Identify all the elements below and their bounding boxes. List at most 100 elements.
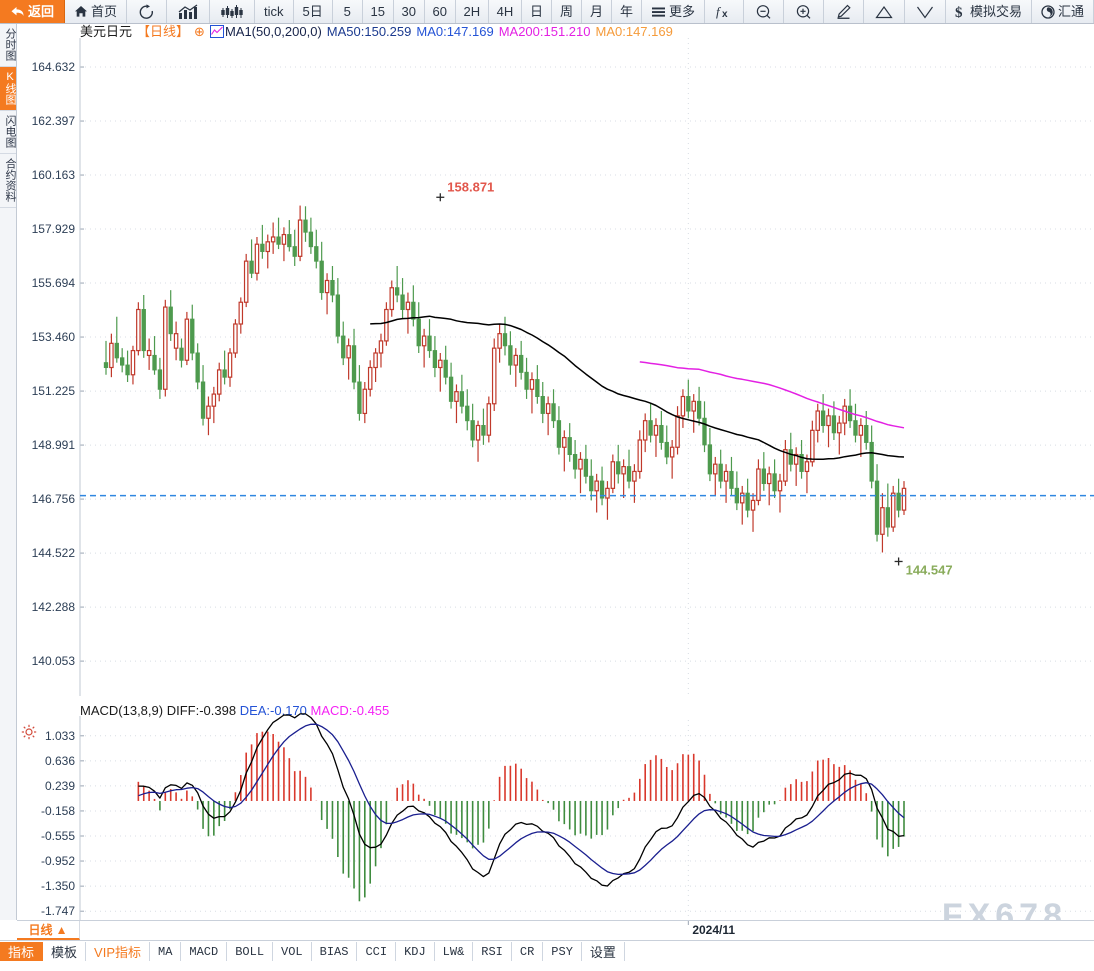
indicator-button-cci[interactable]: CCI	[357, 942, 397, 961]
zoom-in-button[interactable]	[783, 0, 824, 23]
sidebar-item-lightning[interactable]: 闪电图	[0, 111, 16, 154]
low-price-annotation: 144.547	[906, 562, 953, 577]
draw-button[interactable]	[823, 0, 864, 23]
function-fx-icon: f x	[716, 4, 732, 19]
bar-chart-button[interactable]	[167, 0, 211, 23]
chevron-down-icon	[916, 5, 934, 19]
simulated-trading-button[interactable]: $ 模拟交易	[945, 0, 1032, 23]
chart-area[interactable]: 美元日元 【日线】 ⊕ MA1(50,0,200,0) MA50:150.259 MA0:…	[17, 24, 1094, 920]
period-4h-button[interactable]: 4H	[488, 0, 522, 23]
indicator-button-ma[interactable]: MA	[150, 942, 182, 961]
more-button[interactable]: 更多	[641, 0, 705, 23]
ma0-orange-value: MA0:147.169	[595, 24, 673, 39]
svg-text:157.929: 157.929	[32, 222, 76, 236]
brand-label: 汇通	[1057, 4, 1084, 19]
period-day-button[interactable]: 日	[521, 0, 552, 23]
period-2h-button[interactable]: 2H	[455, 0, 489, 23]
indicator-button-kdj[interactable]: KDJ	[396, 942, 435, 961]
indicator-toolbar: 指标 模板 VIP指标 MA MACD BOLL VOL BIAS CCI KDJ LW& RSI CR…	[0, 940, 1094, 971]
svg-text:-1.747: -1.747	[41, 904, 75, 918]
candlestick-icon	[221, 4, 243, 20]
period-tag[interactable]: 日线 ▲	[17, 921, 80, 940]
macd-diff-value: DIFF:-0.398	[166, 703, 237, 718]
indicator-button-vol[interactable]: VOL	[273, 942, 312, 961]
chevron-tool-button[interactable]	[904, 0, 946, 23]
svg-text:f: f	[716, 4, 722, 19]
left-sidebar: 分时图 K线图 闪电图 合约资料	[0, 24, 17, 920]
period-month-button[interactable]: 月	[581, 0, 612, 23]
ma50-value: MA50:150.259	[326, 24, 412, 39]
period-5day-button[interactable]: 5日	[293, 0, 333, 23]
svg-text:162.397: 162.397	[32, 114, 76, 128]
period-60m-button[interactable]: 60	[424, 0, 456, 23]
symbol-name: 美元日元	[80, 24, 133, 39]
dollar-icon: $	[955, 4, 967, 19]
svg-text:-0.952: -0.952	[41, 854, 75, 868]
svg-text:140.053: 140.053	[32, 654, 76, 668]
macd-header: MACD(13,8,9) DIFF:-0.398 DEA:-0.170 MACD…	[80, 703, 389, 718]
period-year-button[interactable]: 年	[611, 0, 642, 23]
indicator-button-vip[interactable]: VIP指标	[86, 942, 150, 961]
svg-text:1.033: 1.033	[45, 729, 75, 743]
indicator-button-[interactable]: 指标	[0, 942, 44, 961]
svg-text:0.636: 0.636	[45, 754, 75, 768]
svg-text:$: $	[955, 5, 963, 19]
brightness-icon[interactable]	[21, 724, 37, 745]
sidebar-item-contract-info[interactable]: 合约资料	[0, 154, 16, 208]
macd-histogram	[137, 731, 905, 902]
svg-text:148.991: 148.991	[32, 438, 76, 452]
svg-text:153.460: 153.460	[32, 330, 76, 344]
indicator-button-psy[interactable]: PSY	[543, 942, 582, 961]
high-price-annotation: 158.871	[447, 179, 494, 194]
hamburger-icon	[651, 6, 666, 18]
macd-title: MACD(13,8,9)	[80, 703, 164, 718]
ma200-value: MA200:151.210	[498, 24, 591, 39]
period-15m-button[interactable]: 15	[362, 0, 394, 23]
home-label: 首页	[91, 4, 118, 19]
svg-text:-0.555: -0.555	[41, 829, 75, 843]
refresh-icon	[138, 3, 155, 20]
home-button[interactable]: 首页	[65, 0, 128, 23]
chart-header: 美元日元 【日线】 ⊕ MA1(50,0,200,0) MA50:150.259 MA0:…	[80, 24, 678, 42]
svg-text:146.756: 146.756	[32, 492, 76, 506]
indicator-button-[interactable]: 设置	[581, 942, 625, 961]
svg-text:144.522: 144.522	[32, 546, 76, 560]
indicator-button-lw[interactable]: LW&	[434, 942, 474, 961]
macd-hist-value: MACD:-0.455	[310, 703, 390, 718]
period-5m-button[interactable]: 5	[332, 0, 363, 23]
back-label: 返回	[28, 4, 55, 19]
back-button[interactable]: 返回	[0, 0, 66, 23]
x-axis-labels: 2024/112024/122025/012025/022025/032025/…	[687, 921, 735, 937]
symbol-period: 【日线】	[137, 24, 190, 39]
indicator-button-cr[interactable]: CR	[511, 942, 544, 961]
triangle-tool-button[interactable]	[863, 0, 905, 23]
back-arrow-icon	[10, 5, 25, 18]
sidebar-item-kline[interactable]: K线图	[0, 67, 16, 111]
svg-text:-1.350: -1.350	[41, 879, 75, 893]
refresh-button[interactable]	[127, 0, 168, 23]
price-and-macd-plot[interactable]: 164.632 162.397 160.163 157.929 155.694 153.4…	[17, 24, 1094, 920]
indicator-button-[interactable]: 模板	[43, 942, 87, 961]
tick-button[interactable]: tick	[255, 0, 294, 23]
triangle-up-icon	[875, 5, 893, 19]
candlestick-button[interactable]	[210, 0, 256, 23]
indicator-button-rsi[interactable]: RSI	[473, 942, 512, 961]
function-button[interactable]: f x	[704, 0, 744, 23]
indicator-button-bias[interactable]: BIAS	[311, 942, 358, 961]
brand-button[interactable]: 汇通	[1031, 0, 1094, 23]
indicator-button-macd[interactable]: MACD	[181, 942, 228, 961]
ma0-blue-value: MA0:147.169	[416, 24, 494, 39]
indicator-bar-filler	[624, 942, 1094, 961]
sidebar-item-timeshare[interactable]: 分时图	[0, 24, 16, 67]
pencil-draw-icon	[835, 4, 852, 20]
svg-text:-0.158: -0.158	[41, 804, 75, 818]
logo-circle-icon	[1041, 4, 1055, 19]
period-week-button[interactable]: 周	[551, 0, 582, 23]
zoom-out-button[interactable]	[743, 0, 784, 23]
period-tag-label: 日线	[28, 923, 53, 937]
svg-text:0.239: 0.239	[45, 779, 75, 793]
period-30m-button[interactable]: 30	[393, 0, 425, 23]
svg-text:x: x	[722, 9, 728, 19]
crosshair-toggle-icon[interactable]: ⊕	[194, 24, 205, 39]
indicator-button-boll[interactable]: BOLL	[227, 942, 274, 961]
